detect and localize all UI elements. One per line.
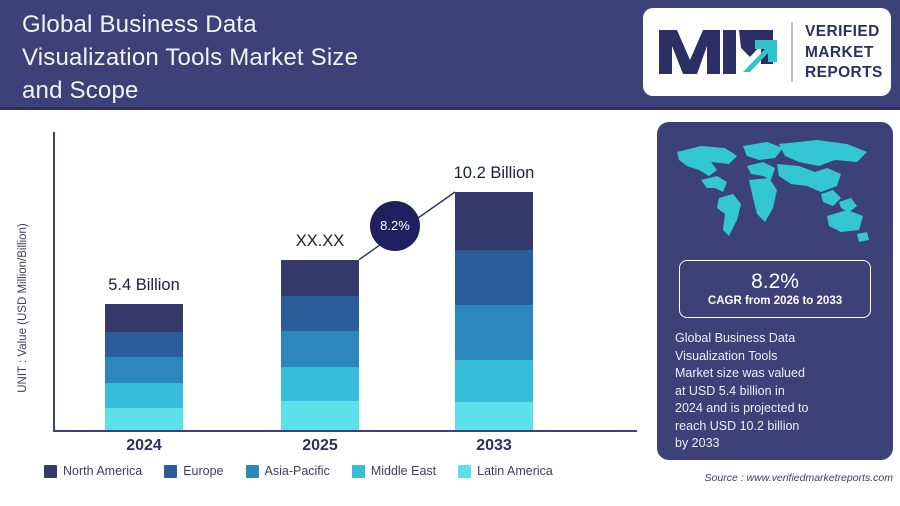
legend-label: Europe <box>183 464 224 478</box>
source-note: Source : www.verifiedmarketreports.com <box>704 472 893 484</box>
bar-segment-asia-pacific[interactable] <box>281 330 359 367</box>
bar-segment-latin-america[interactable] <box>281 400 359 430</box>
x-tick-2025: 2025 <box>302 437 338 454</box>
bar-segment-middle-east[interactable] <box>281 366 359 401</box>
bar-segment-europe[interactable] <box>281 295 359 331</box>
brand-logo: VERIFIED MARKET REPORTS <box>643 8 891 96</box>
bar-2024[interactable] <box>105 304 183 430</box>
legend-item-latin-america[interactable]: Latin America <box>458 464 553 478</box>
bar-segment-middle-east[interactable] <box>105 383 183 408</box>
panel-description: Global Business Data Visualization Tools… <box>675 331 809 450</box>
legend-swatch-icon <box>458 464 472 478</box>
legend-swatch-icon <box>164 464 178 478</box>
legend-item-middle-east[interactable]: Middle East <box>351 464 437 478</box>
chart-legend: North America Europe Asia-Pacific Middle Ea… <box>44 464 553 478</box>
vmr-logo-icon <box>659 30 777 74</box>
bar-segment-north-america[interactable] <box>281 259 359 296</box>
x-axis-line <box>53 430 637 432</box>
legend-item-asia-pacific[interactable]: Asia-Pacific <box>245 464 330 478</box>
bar-label-2025: XX.XX <box>295 231 345 250</box>
legend-swatch-icon <box>245 464 259 478</box>
page-title: Global Business Data Visualization Tools… <box>22 11 359 104</box>
bar-label-2024: 5.4 Billion <box>108 276 180 294</box>
world-map-icon <box>677 140 869 242</box>
y-axis-line <box>53 132 55 432</box>
bar-segment-north-america[interactable] <box>455 192 533 251</box>
bar-segment-latin-america[interactable] <box>105 407 183 430</box>
logo-divider <box>791 22 793 82</box>
stacked-bar-chart: UNIT : Value (USD Million/Billion) 5.4 B… <box>0 110 640 506</box>
legend-item-north-america[interactable]: North America <box>44 464 142 478</box>
x-tick-2024: 2024 <box>126 437 162 454</box>
legend-label: Latin America <box>477 464 553 478</box>
y-axis-label: UNIT : Value (USD Million/Billion) <box>17 223 29 393</box>
logo-wordmark: VERIFIED MARKET REPORTS <box>805 23 883 81</box>
legend-swatch-icon <box>44 464 57 478</box>
legend-label: Middle East <box>370 464 437 478</box>
bar-segment-north-america[interactable] <box>105 304 183 332</box>
legend-label: Asia-Pacific <box>264 464 330 478</box>
x-tick-2033: 2033 <box>476 437 512 454</box>
bar-segment-asia-pacific[interactable] <box>105 357 183 384</box>
header-banner: Global Business Data Visualization Tools… <box>0 0 900 110</box>
cagr-bubble: 8.2% <box>370 200 420 251</box>
cagr-box: 8.2% CAGR from 2026 to 2033 <box>679 260 871 318</box>
legend-swatch-icon <box>351 464 365 478</box>
legend-item-europe[interactable]: Europe <box>164 464 224 478</box>
bar-2033[interactable] <box>455 192 533 430</box>
bar-2025[interactable] <box>281 259 359 430</box>
bar-segment-latin-america[interactable] <box>455 401 533 430</box>
bar-label-2033: 10.2 Billion <box>453 164 535 182</box>
bar-segment-middle-east[interactable] <box>455 359 533 402</box>
legend-label: North America <box>63 464 143 478</box>
bar-segment-asia-pacific[interactable] <box>455 305 533 360</box>
bar-segment-europe[interactable] <box>455 250 533 306</box>
bar-segment-europe[interactable] <box>105 331 183 358</box>
summary-panel: 8.2% CAGR from 2026 to 2033 Global Busin… <box>657 122 893 460</box>
cagr-caption: CAGR from 2026 to 2033 <box>707 294 843 307</box>
cagr-value: 8.2% <box>751 269 799 293</box>
